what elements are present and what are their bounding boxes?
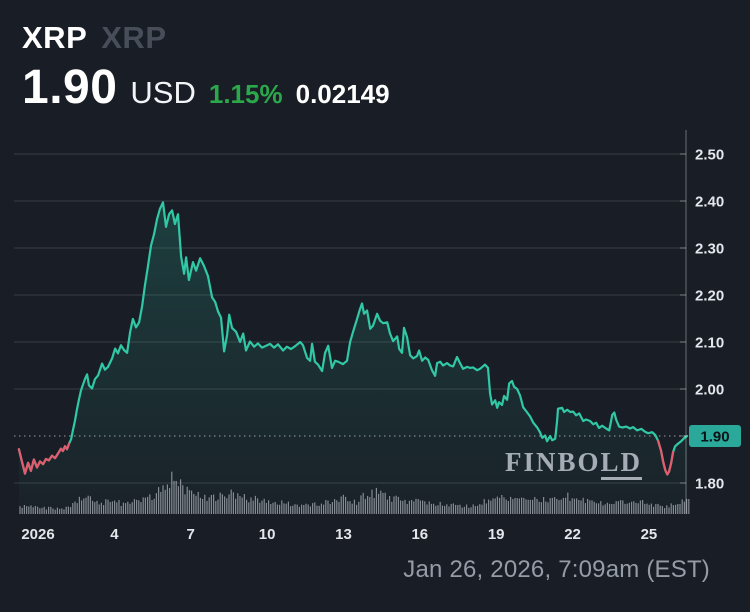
y-axis-label: 2.30 (695, 241, 724, 258)
price-line-red (657, 439, 675, 476)
x-axis-label: 16 (411, 526, 428, 543)
finbold-watermark-logo: FINBOLD (505, 447, 643, 480)
change-absolute: 0.02149 (295, 79, 390, 109)
price-area-fill (18, 202, 688, 513)
current-price-badge (689, 425, 741, 447)
price-row: 1.90 USD 1.15% 0.02149 (22, 64, 390, 112)
x-axis-label: 13 (335, 526, 352, 543)
x-axis-label: 7 (187, 526, 195, 543)
price-line-green (17, 201, 689, 476)
current-price: 1.90 (22, 61, 118, 114)
watermark-text: FINBO (505, 447, 601, 477)
current-price-badge-label: 1.90 (700, 429, 729, 446)
x-axis-label: 4 (110, 526, 119, 543)
symbol-row: XRP XRP (22, 20, 390, 56)
x-axis-label: 2026 (21, 526, 54, 543)
x-axis-label: 19 (488, 526, 505, 543)
change-percent: 1.15% (208, 79, 283, 109)
ticker-symbol: XRP (22, 20, 88, 55)
volume-bars (19, 471, 690, 514)
currency-label: USD (130, 75, 196, 110)
chart-timestamp: Jan 26, 2026, 7:09am (EST) (403, 556, 710, 583)
ticker-header: XRP XRP 1.90 USD 1.15% 0.02149 (22, 20, 390, 112)
y-axis-label: 2.00 (695, 382, 724, 399)
y-axis-label: 2.10 (695, 335, 724, 352)
y-axis-label: 2.20 (695, 288, 724, 305)
watermark-text-underlined: LD (600, 447, 643, 480)
price-line-red (17, 442, 71, 475)
ticker-name: XRP (101, 20, 167, 55)
x-axis-label: 10 (259, 526, 276, 543)
y-axis-label: 2.50 (695, 147, 724, 164)
x-axis-label: 25 (641, 526, 658, 543)
y-axis-label: 1.80 (695, 476, 724, 493)
x-axis-label: 22 (564, 526, 581, 543)
y-axis-label: 2.40 (695, 194, 724, 211)
